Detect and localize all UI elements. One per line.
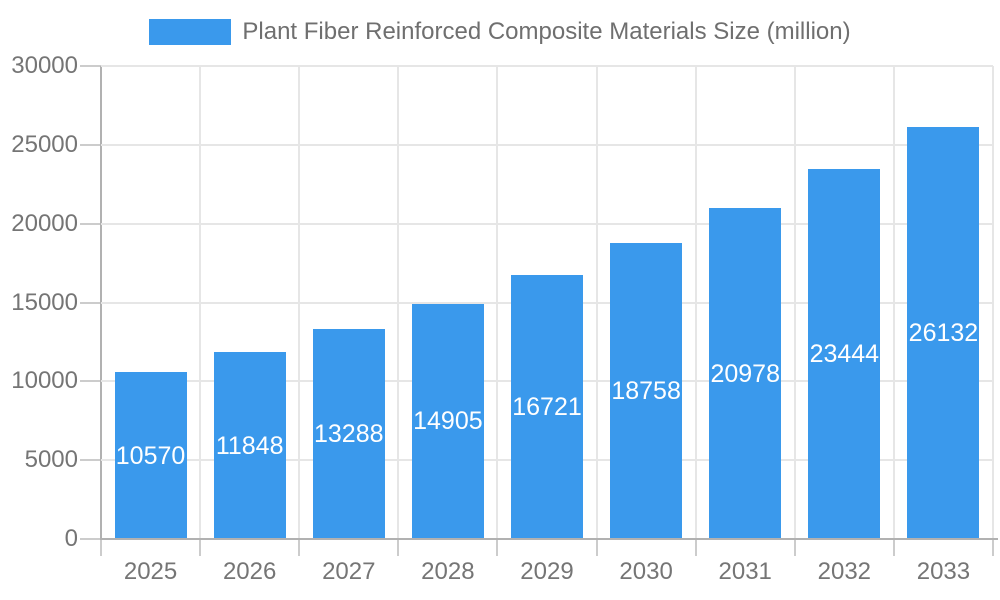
bar-value-label: 16721 [512, 393, 582, 422]
bar[interactable] [709, 208, 782, 539]
x-gridline [595, 66, 598, 539]
y-tick-mark [80, 65, 101, 67]
bar-value-label: 10570 [115, 441, 186, 470]
x-gridline [199, 66, 202, 539]
legend: Plant Fiber Reinforced Composite Materia… [0, 18, 1000, 46]
bar[interactable] [808, 169, 881, 539]
legend-swatch [149, 19, 232, 45]
y-tick-mark [80, 380, 101, 383]
y-tick-label: 15000 [11, 288, 78, 316]
x-gridline [992, 66, 994, 539]
bar-value-label: 23444 [809, 340, 880, 369]
y-tick-label: 20000 [11, 209, 78, 237]
x-tick-label: 2033 [916, 558, 971, 585]
x-tick-mark [892, 539, 895, 556]
y-tick-mark [80, 538, 101, 540]
y-gridline [101, 143, 993, 146]
x-tick-mark [100, 539, 102, 556]
bar[interactable] [213, 352, 286, 539]
y-tick-label: 25000 [11, 130, 78, 158]
y-gridline [101, 222, 993, 225]
x-gridline [496, 66, 499, 539]
y-tick-label: 0 [64, 525, 78, 552]
x-tick-label: 2032 [817, 558, 872, 585]
x-tick-mark [793, 539, 796, 556]
bar-value-label: 14905 [413, 407, 483, 436]
y-tick-mark [80, 222, 101, 225]
bar[interactable] [907, 126, 980, 539]
x-tick-mark [992, 539, 994, 556]
y-tick-label: 5000 [24, 446, 78, 474]
x-gridline [397, 66, 400, 539]
bar[interactable] [411, 303, 484, 539]
x-tick-mark [694, 539, 697, 556]
x-tick-label: 2028 [421, 558, 475, 585]
x-tick-mark [595, 539, 598, 556]
y-tick-label: 10000 [11, 367, 78, 395]
bar-value-label: 13288 [314, 420, 384, 449]
bar[interactable] [312, 329, 385, 539]
x-gridline [694, 66, 697, 539]
x-tick-mark [199, 539, 202, 556]
x-tick-mark [298, 539, 301, 556]
legend-item[interactable]: Plant Fiber Reinforced Composite Materia… [149, 18, 851, 46]
x-tick-label: 2031 [718, 558, 772, 585]
y-tick-label: 30000 [11, 52, 78, 79]
x-axis-line [100, 538, 998, 540]
x-tick-mark [496, 539, 499, 556]
x-tick-mark [397, 539, 400, 556]
legend-label: Plant Fiber Reinforced Composite Materia… [242, 18, 851, 45]
bar-value-label: 18758 [611, 377, 681, 406]
y-tick-mark [80, 301, 101, 304]
bar[interactable] [511, 275, 583, 539]
x-gridline [298, 66, 301, 539]
bar[interactable] [114, 372, 187, 539]
y-tick-mark [80, 459, 101, 462]
x-tick-label: 2026 [222, 558, 277, 585]
bar[interactable] [610, 243, 683, 539]
y-gridline [101, 65, 993, 67]
x-tick-label: 2027 [322, 558, 376, 585]
y-tick-mark [80, 143, 101, 146]
bar-value-label: 26132 [908, 318, 979, 347]
x-gridline [892, 66, 895, 539]
bar-value-label: 11848 [215, 431, 284, 460]
x-tick-label: 2030 [619, 558, 673, 585]
x-gridline [793, 66, 796, 539]
x-tick-label: 2029 [520, 558, 574, 585]
bar-value-label: 20978 [710, 359, 780, 388]
x-tick-label: 2025 [123, 558, 178, 585]
